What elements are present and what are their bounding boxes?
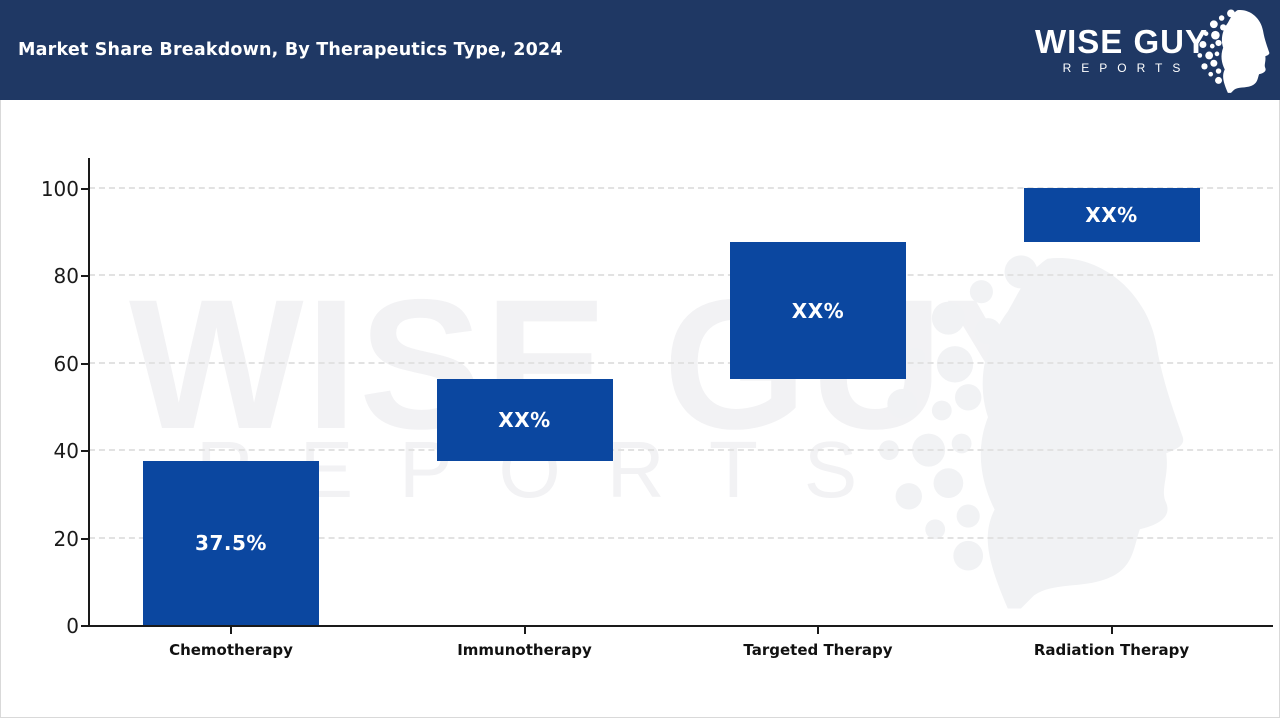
- y-tick-label-20-label: 20: [53, 526, 79, 551]
- y-tick-label-40-label: 40: [53, 439, 79, 463]
- x-tick-1: [230, 627, 232, 634]
- y-tick-label-0: 0: [29, 614, 79, 638]
- x-label-radiation-therapy: Radiation Therapy: [992, 641, 1232, 659]
- y-tick-label-60-label: 60: [53, 351, 79, 376]
- chart-area: WISE GUY REPORTS 37.5% XX% XX% XX% 0 20 40 60 80…: [0, 100, 1280, 718]
- x-label-chemotherapy: Chemotherapy: [111, 641, 351, 659]
- wiseguy-head-icon: [1197, 9, 1270, 93]
- x-tick-4: [1110, 627, 1113, 634]
- gridline-60: [89, 361, 1273, 364]
- gridline-20: [89, 536, 1273, 539]
- y-tick-80: [81, 275, 88, 277]
- bar-targeted-therapy: XX%: [730, 242, 906, 379]
- bar-chemotherapy-label: 37.5%: [195, 530, 267, 555]
- x-label-chemotherapy-label: Chemotherapy: [169, 641, 293, 659]
- logo-wordmark: WISE GUY: [1034, 22, 1208, 60]
- gridline-100: [89, 186, 1273, 189]
- y-tick-label-60: 60: [29, 352, 79, 376]
- wiseguy-logo-text: WISE GUY REPORTS: [1034, 22, 1208, 76]
- bar-chemotherapy: 37.5%: [143, 460, 319, 625]
- plot-area: 37.5% XX% XX% XX% 0 20 40 60 80 100 Chemotherapy Im…: [1, 100, 1279, 717]
- logo-subtitle: REPORTS: [1062, 61, 1191, 76]
- y-tick-label-100: 100: [29, 177, 79, 201]
- x-tick-2: [523, 627, 526, 634]
- x-label-radiation-therapy-label: Radiation Therapy: [1033, 641, 1190, 659]
- y-tick-0: [81, 625, 88, 627]
- gridline-40: [89, 449, 1273, 451]
- x-tick-3: [817, 627, 819, 634]
- header-bar: Market Share Breakdown, By Therapeutics …: [0, 0, 1280, 100]
- y-tick-label-100-label: 100: [40, 176, 79, 201]
- y-tick-100: [81, 187, 88, 190]
- y-tick-20: [81, 537, 88, 540]
- y-axis-line: [88, 158, 90, 627]
- bar-radiation-therapy-label: XX%: [1085, 202, 1138, 227]
- bar-radiation-therapy: XX%: [1023, 187, 1200, 243]
- gridline-80: [89, 274, 1273, 276]
- x-label-targeted-therapy: Targeted Therapy: [698, 641, 938, 659]
- y-tick-label-80-label: 80: [53, 264, 79, 288]
- x-label-immunotherapy: Immunotherapy: [405, 641, 645, 659]
- x-label-immunotherapy-label: Immunotherapy: [457, 641, 592, 659]
- y-tick-label-40: 40: [29, 439, 79, 463]
- y-tick-label-20: 20: [29, 527, 79, 551]
- y-tick-label-0-label: 0: [66, 614, 79, 638]
- y-tick-label-80: 80: [29, 264, 79, 288]
- page-title: Market Share Breakdown, By Therapeutics …: [18, 40, 563, 60]
- bar-immunotherapy-label: XX%: [498, 407, 551, 432]
- watermark-head-icon: [879, 255, 1184, 609]
- y-tick-40: [81, 450, 88, 452]
- bar-immunotherapy: XX%: [436, 378, 613, 461]
- wiseguy-logo: WISE GUY REPORTS: [1035, 6, 1270, 94]
- y-tick-60: [81, 362, 88, 365]
- x-axis-line: [86, 625, 1273, 627]
- x-label-targeted-therapy-label: Targeted Therapy: [743, 641, 893, 659]
- bar-targeted-therapy-label: XX%: [791, 298, 845, 323]
